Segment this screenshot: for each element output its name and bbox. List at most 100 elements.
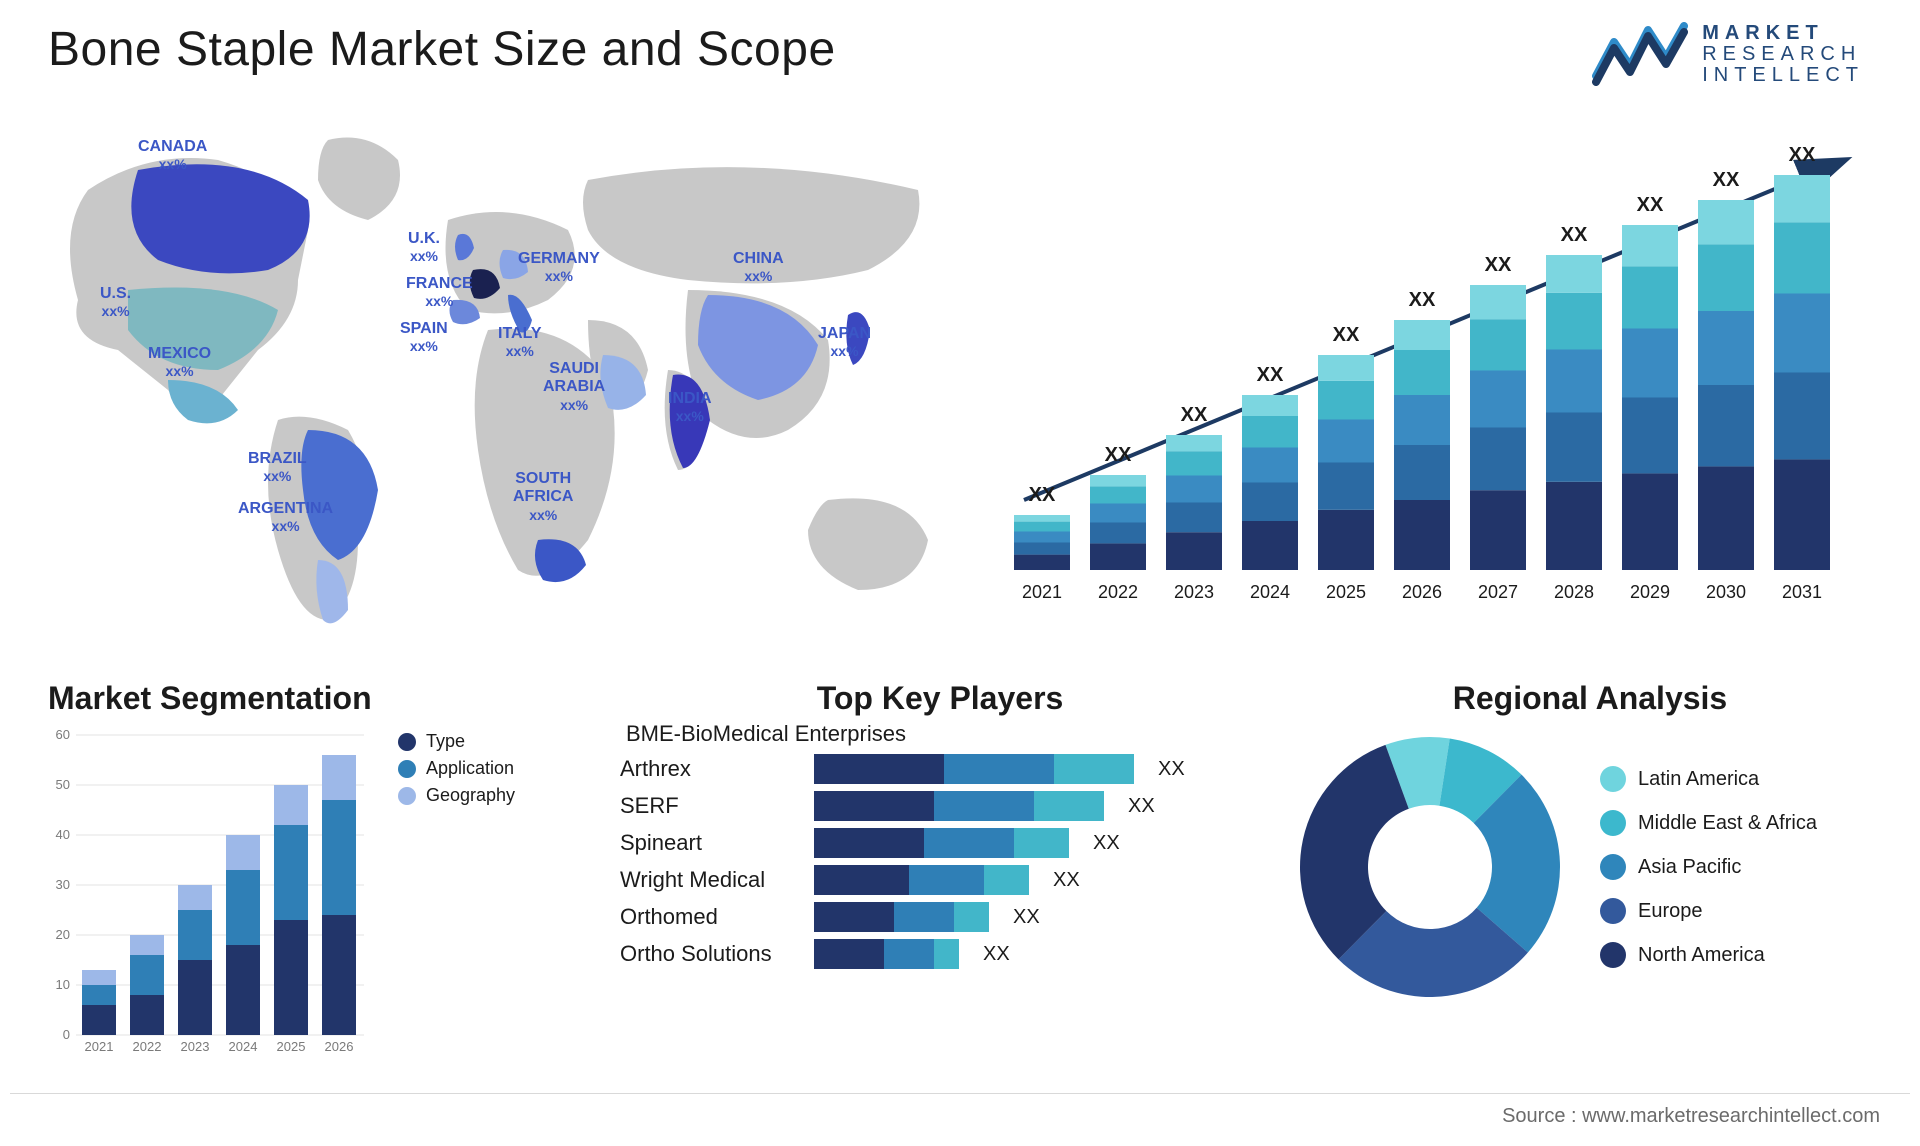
forecast-chart: XX 2021 XX 2022 XX 2023 XX 2024 XX 2025 XX 2026 XX 20… xyxy=(1004,140,1864,630)
svg-text:2023: 2023 xyxy=(1174,582,1214,602)
map-country-label: INDIAxx% xyxy=(668,390,712,424)
svg-text:XX: XX xyxy=(1029,484,1056,506)
map-country-label: ITALYxx% xyxy=(498,325,542,359)
svg-text:0: 0 xyxy=(63,1027,70,1042)
key-player-row: Wright Medical XX xyxy=(620,865,1260,895)
key-player-row: Spineart XX xyxy=(620,828,1260,858)
map-country-label: SAUDIARABIAxx% xyxy=(543,360,605,413)
svg-text:XX: XX xyxy=(1713,169,1740,191)
logo-text: MARKET RESEARCH INTELLECT xyxy=(1702,23,1864,86)
logo-mark-icon xyxy=(1592,22,1688,86)
svg-text:2021: 2021 xyxy=(1022,582,1062,602)
logo-line3: INTELLECT xyxy=(1702,65,1864,86)
svg-text:XX: XX xyxy=(1485,254,1512,276)
key-player-value: XX xyxy=(983,943,1010,966)
svg-text:10: 10 xyxy=(56,977,70,992)
map-country-label: BRAZILxx% xyxy=(248,450,307,484)
key-player-value: XX xyxy=(1128,795,1155,818)
map-country-label: JAPANxx% xyxy=(818,325,871,359)
key-player-value: XX xyxy=(1013,906,1040,929)
key-player-bar xyxy=(814,791,1104,821)
svg-text:2025: 2025 xyxy=(277,1039,306,1054)
key-player-bar xyxy=(814,939,959,969)
regional-analysis-title: Regional Analysis xyxy=(1290,680,1890,717)
svg-text:XX: XX xyxy=(1257,364,1284,386)
brand-logo: MARKET RESEARCH INTELLECT xyxy=(1592,22,1864,86)
svg-text:2024: 2024 xyxy=(229,1039,258,1054)
svg-text:XX: XX xyxy=(1181,404,1208,426)
key-player-row: Arthrex XX xyxy=(620,754,1260,784)
key-players-subtitle: BME-BioMedical Enterprises xyxy=(626,721,1260,747)
svg-text:2023: 2023 xyxy=(181,1039,210,1054)
svg-text:2029: 2029 xyxy=(1630,582,1670,602)
svg-text:XX: XX xyxy=(1409,289,1436,311)
map-country-label: CANADAxx% xyxy=(138,138,207,172)
key-player-bar xyxy=(814,865,1029,895)
key-player-bar xyxy=(814,828,1069,858)
source-label: Source : www.marketresearchintellect.com xyxy=(1502,1105,1880,1128)
svg-text:20: 20 xyxy=(56,927,70,942)
key-player-name: Ortho Solutions xyxy=(620,941,800,967)
svg-text:2022: 2022 xyxy=(1098,582,1138,602)
map-country-label: SPAINxx% xyxy=(400,320,448,354)
key-players-title: Top Key Players xyxy=(620,680,1260,717)
regional-legend-item: Europe xyxy=(1600,898,1817,924)
svg-text:2030: 2030 xyxy=(1706,582,1746,602)
logo-line1: MARKET xyxy=(1702,23,1864,44)
page-title: Bone Staple Market Size and Scope xyxy=(48,22,836,77)
key-player-value: XX xyxy=(1158,758,1185,781)
svg-text:2021: 2021 xyxy=(85,1039,114,1054)
footer-divider xyxy=(10,1093,1910,1094)
regional-donut-chart xyxy=(1290,727,1570,1007)
map-country-label: CHINAxx% xyxy=(733,250,784,284)
segmentation-legend: TypeApplicationGeography xyxy=(398,725,515,812)
regional-legend-item: Middle East & Africa xyxy=(1600,810,1817,836)
map-country-label: U.S.xx% xyxy=(100,285,131,319)
regional-legend-item: Asia Pacific xyxy=(1600,854,1817,880)
regional-legend: Latin America Middle East & Africa Asia Pa… xyxy=(1600,766,1817,968)
map-country-label: FRANCExx% xyxy=(406,275,473,309)
regional-analysis-block: Regional Analysis Latin America Middle Ea… xyxy=(1290,680,1890,1007)
svg-text:XX: XX xyxy=(1561,224,1588,246)
key-player-row: Orthomed XX xyxy=(620,902,1260,932)
svg-text:XX: XX xyxy=(1789,144,1816,166)
key-player-name: Spineart xyxy=(620,830,800,856)
svg-text:2025: 2025 xyxy=(1326,582,1366,602)
svg-text:2026: 2026 xyxy=(325,1039,354,1054)
map-country-label: MEXICOxx% xyxy=(148,345,211,379)
logo-line2: RESEARCH xyxy=(1702,44,1864,65)
svg-text:30: 30 xyxy=(56,877,70,892)
map-country-label: GERMANYxx% xyxy=(518,250,600,284)
regional-legend-item: Latin America xyxy=(1600,766,1817,792)
key-player-name: Wright Medical xyxy=(620,867,800,893)
segmentation-legend-item: Application xyxy=(398,758,515,779)
segmentation-legend-item: Geography xyxy=(398,785,515,806)
world-map-block: CANADAxx% U.S.xx% MEXICOxx% BRAZILxx% ARGENT… xyxy=(48,120,958,640)
regional-legend-item: North America xyxy=(1600,942,1817,968)
svg-text:2027: 2027 xyxy=(1478,582,1518,602)
svg-text:XX: XX xyxy=(1637,194,1664,216)
svg-text:50: 50 xyxy=(56,777,70,792)
key-player-name: SERF xyxy=(620,793,800,819)
svg-text:60: 60 xyxy=(56,727,70,742)
svg-text:XX: XX xyxy=(1333,324,1360,346)
svg-text:2022: 2022 xyxy=(133,1039,162,1054)
svg-text:2028: 2028 xyxy=(1554,582,1594,602)
map-country-label: SOUTHAFRICAxx% xyxy=(513,470,573,523)
key-player-row: SERF XX xyxy=(620,791,1260,821)
svg-text:XX: XX xyxy=(1105,444,1132,466)
forecast-bars: XX 2021 XX 2022 XX 2023 XX 2024 XX 2025 XX 2026 XX 20… xyxy=(1004,140,1864,630)
svg-text:2031: 2031 xyxy=(1782,582,1822,602)
key-player-name: Arthrex xyxy=(620,756,800,782)
key-player-value: XX xyxy=(1053,869,1080,892)
svg-text:2024: 2024 xyxy=(1250,582,1290,602)
key-player-value: XX xyxy=(1093,832,1120,855)
svg-text:2026: 2026 xyxy=(1402,582,1442,602)
segmentation-chart: 0102030405060202120222023202420252026 xyxy=(48,725,378,1055)
map-country-label: U.K.xx% xyxy=(408,230,440,264)
key-player-name: Orthomed xyxy=(620,904,800,930)
key-player-bar xyxy=(814,902,989,932)
segmentation-block: Market Segmentation 01020304050602021202… xyxy=(48,680,568,1055)
map-country-label: ARGENTINAxx% xyxy=(238,500,333,534)
key-player-row: Ortho Solutions XX xyxy=(620,939,1260,969)
